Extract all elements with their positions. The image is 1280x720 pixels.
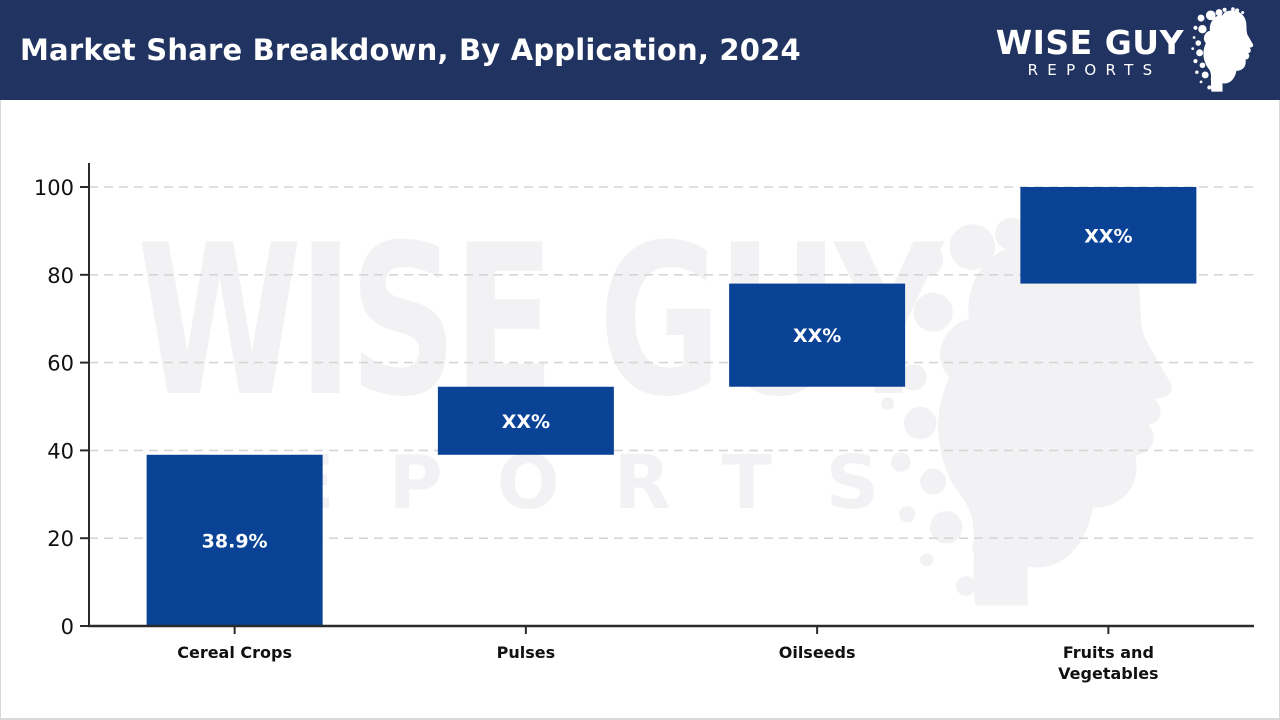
- bar-oilseeds: [729, 283, 906, 387]
- y-tick-label-80: 80: [47, 264, 74, 288]
- bar-cereal-crops: [146, 454, 323, 626]
- y-tick-label-20: 20: [47, 527, 74, 551]
- y-tick-label-60: 60: [47, 352, 74, 376]
- logo-wordmark: WISE GUY: [995, 23, 1184, 62]
- bar-value-label-cereal-crops: 38.9%: [202, 530, 268, 552]
- logo-subtitle: REPORTS: [1027, 61, 1162, 79]
- logo-text: WISE GUY REPORTS: [996, 26, 1184, 78]
- x-category-label-pulses: Pulses: [497, 643, 556, 662]
- x-category-label-oilseeds: Oilseeds: [779, 643, 856, 662]
- y-tick-label-0: 0: [61, 615, 74, 639]
- chart-area: WISE GUY REPORTS 38.9% XX% XX% XX% 0 20 40 60 80…: [0, 100, 1280, 720]
- bar-pulses: [437, 386, 614, 455]
- bar-value-label-oilseeds: XX%: [793, 325, 841, 347]
- bar-fruits-and-vegetables: [1020, 187, 1197, 284]
- y-tick-label-40: 40: [47, 439, 74, 463]
- x-category-label-fruits-and-vegetables: Fruits and Vegetables: [1058, 643, 1158, 683]
- wiseguy-face-icon: [1191, 7, 1254, 92]
- header-bar: Market Share Breakdown, By Application, …: [0, 0, 1280, 100]
- bar-value-label-pulses: XX%: [502, 411, 550, 433]
- bar-chart: 38.9% XX% XX% XX% 0 20 40 60 80 100 Cereal Crops Pu…: [34, 163, 1254, 683]
- y-tick-label-100: 100: [34, 176, 74, 200]
- x-category-label-cereal-crops: Cereal Crops: [177, 643, 292, 662]
- chart-title: Market Share Breakdown, By Application, …: [20, 33, 801, 67]
- bar-value-label-fruits-and-vegetables: XX%: [1084, 225, 1132, 247]
- wiseguy-reports-logo: WISE GUY REPORTS: [996, 7, 1266, 93]
